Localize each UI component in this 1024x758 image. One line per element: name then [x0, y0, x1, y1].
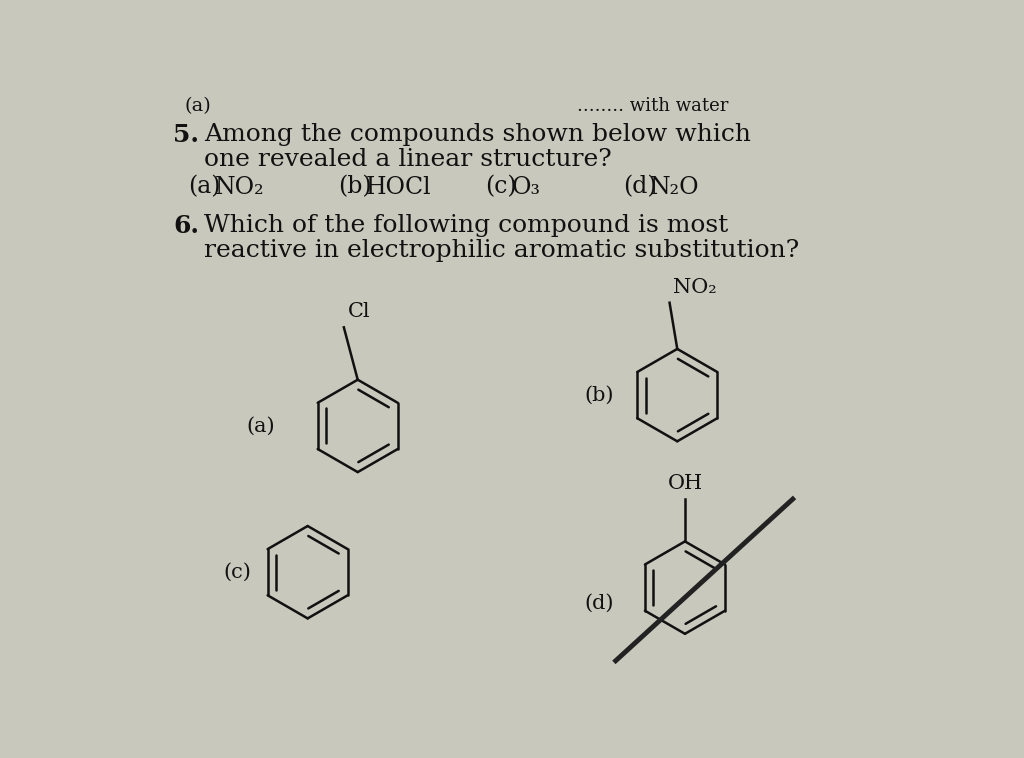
- Text: (c): (c): [484, 176, 516, 199]
- Text: Which of the following compound is most: Which of the following compound is most: [204, 215, 728, 237]
- Text: 6.: 6.: [173, 215, 199, 238]
- Text: Among the compounds shown below which: Among the compounds shown below which: [204, 124, 751, 146]
- Text: ........ with water: ........ with water: [578, 97, 728, 115]
- Text: (a): (a): [184, 97, 211, 115]
- Text: (b): (b): [585, 386, 614, 405]
- Text: O₃: O₃: [512, 176, 541, 199]
- Text: 5.: 5.: [173, 124, 199, 147]
- Text: NO₂: NO₂: [215, 176, 265, 199]
- Text: reactive in electrophilic aromatic substitution?: reactive in electrophilic aromatic subst…: [204, 239, 799, 262]
- Text: (a): (a): [246, 416, 274, 435]
- Text: (a): (a): [188, 176, 221, 199]
- Text: (b): (b): [339, 176, 372, 199]
- Text: NO₂: NO₂: [674, 277, 717, 296]
- Text: (d): (d): [585, 594, 614, 612]
- Text: HOCl: HOCl: [366, 176, 431, 199]
- Text: N₂O: N₂O: [650, 176, 700, 199]
- Text: one revealed a linear structure?: one revealed a linear structure?: [204, 148, 611, 171]
- Text: (d): (d): [624, 176, 657, 199]
- Text: Cl: Cl: [348, 302, 371, 321]
- Text: (c): (c): [223, 562, 251, 581]
- Text: OH: OH: [668, 474, 702, 493]
